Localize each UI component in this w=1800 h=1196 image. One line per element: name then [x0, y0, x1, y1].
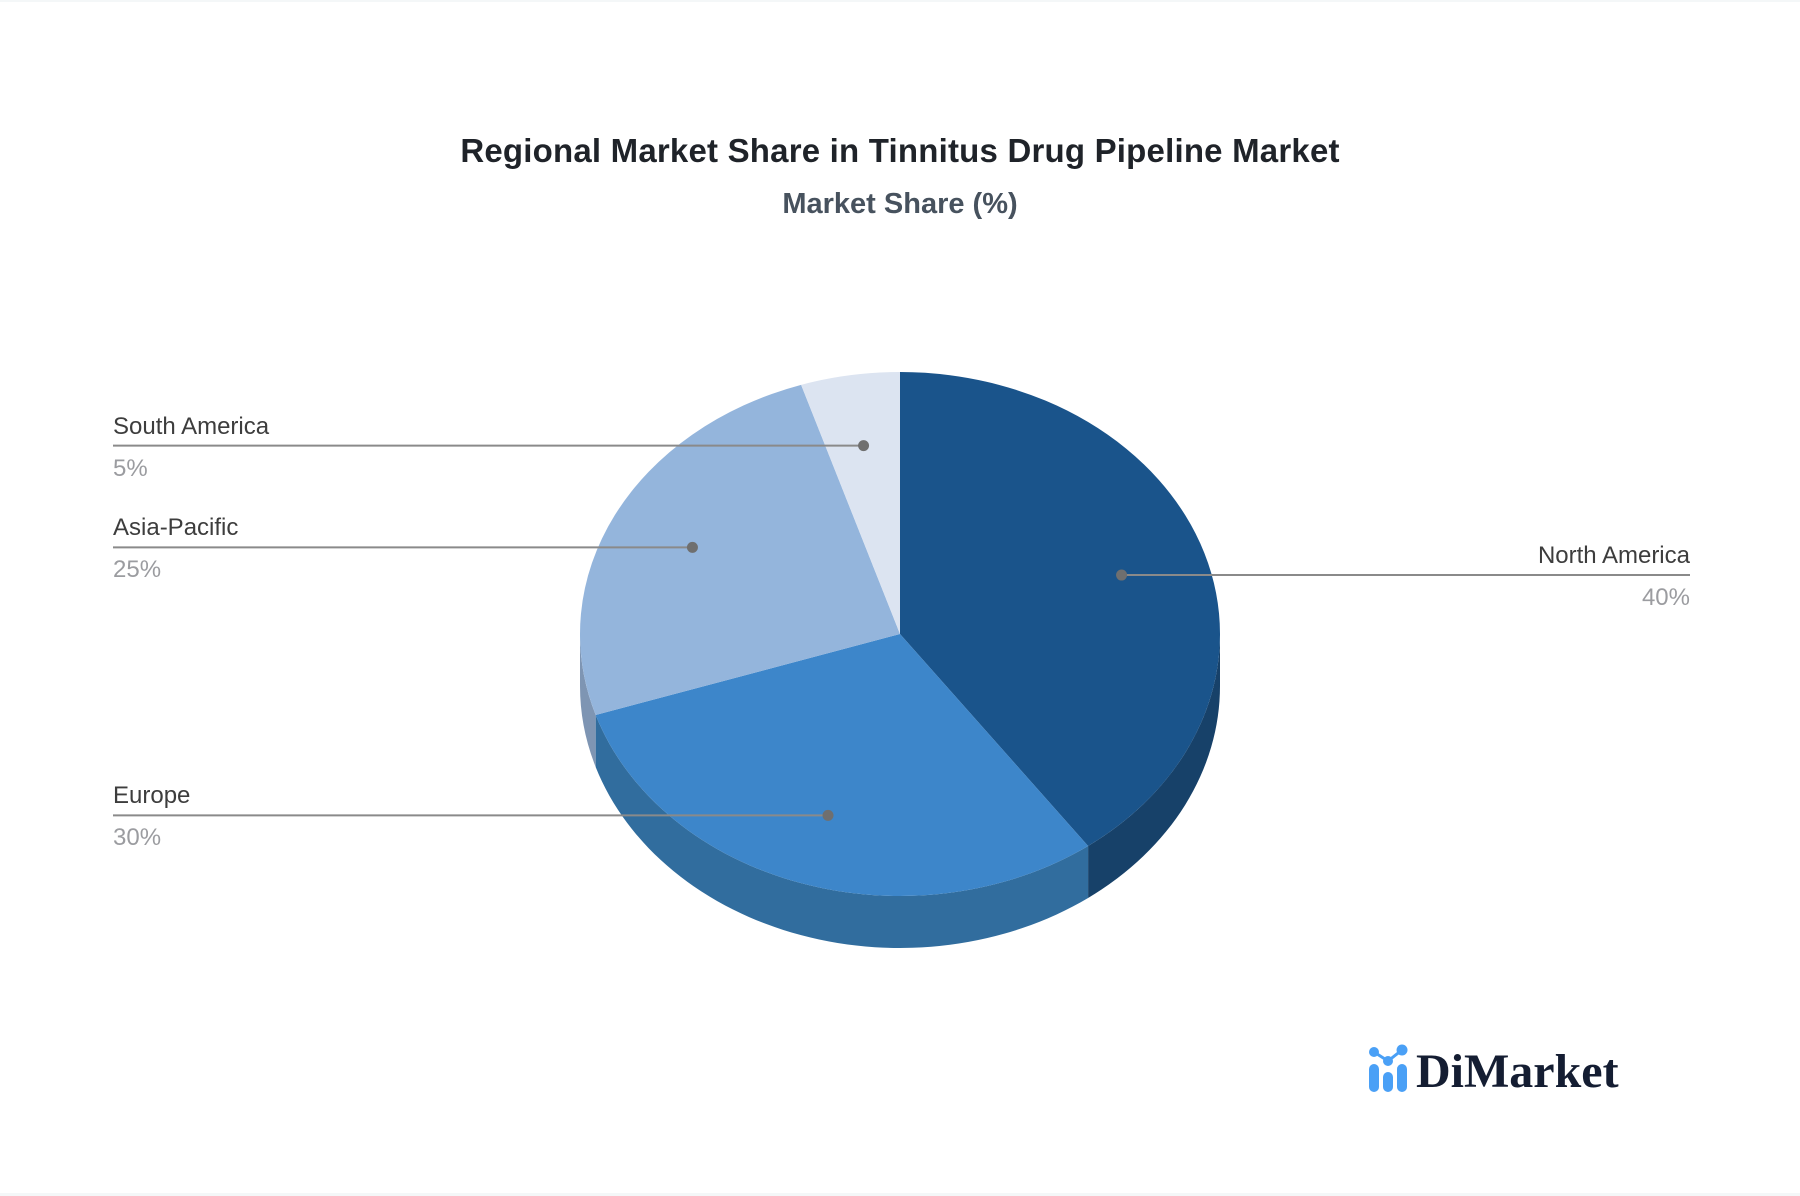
- brand-name: DiMarket: [1416, 1045, 1619, 1098]
- chart-title: Regional Market Share in Tinnitus Drug P…: [460, 132, 1340, 169]
- leader-dot-south-america: [858, 440, 870, 452]
- pie-slice-europe[interactable]: [595, 634, 1089, 897]
- leader-dot-asia-pacific: [686, 541, 698, 553]
- pie-slice-north-america[interactable]: [900, 372, 1221, 846]
- pie-label-name-north-america: North America: [1537, 542, 1690, 570]
- pie-label-name-south-america: South America: [113, 412, 270, 440]
- pie-label-value-europe: 30%: [113, 824, 162, 852]
- pie-side-europe: [595, 714, 1089, 949]
- pie-label-name-asia-pacific: Asia-Pacific: [113, 514, 239, 542]
- pie-label-name-europe: Europe: [113, 782, 191, 810]
- leader-dot-north-america: [1116, 569, 1128, 581]
- top-edge-strip: [0, 0, 1800, 2]
- chart-subtitle: Market Share (%): [782, 188, 1018, 220]
- pie-slice-asia-pacific[interactable]: [580, 384, 900, 715]
- leader-dot-europe: [822, 809, 834, 821]
- pie-side-north-america: [1088, 634, 1220, 898]
- pie-label-value-north-america: 40%: [1641, 584, 1690, 612]
- bottom-edge-strip: [0, 1193, 1800, 1196]
- pie-label-value-south-america: 5%: [113, 454, 148, 482]
- pie-slice-south-america[interactable]: [801, 372, 900, 634]
- pie-side-asia-pacific: [580, 634, 596, 767]
- bar-chart-line-icon: [1369, 1044, 1408, 1092]
- pie-label-value-asia-pacific: 25%: [113, 556, 162, 584]
